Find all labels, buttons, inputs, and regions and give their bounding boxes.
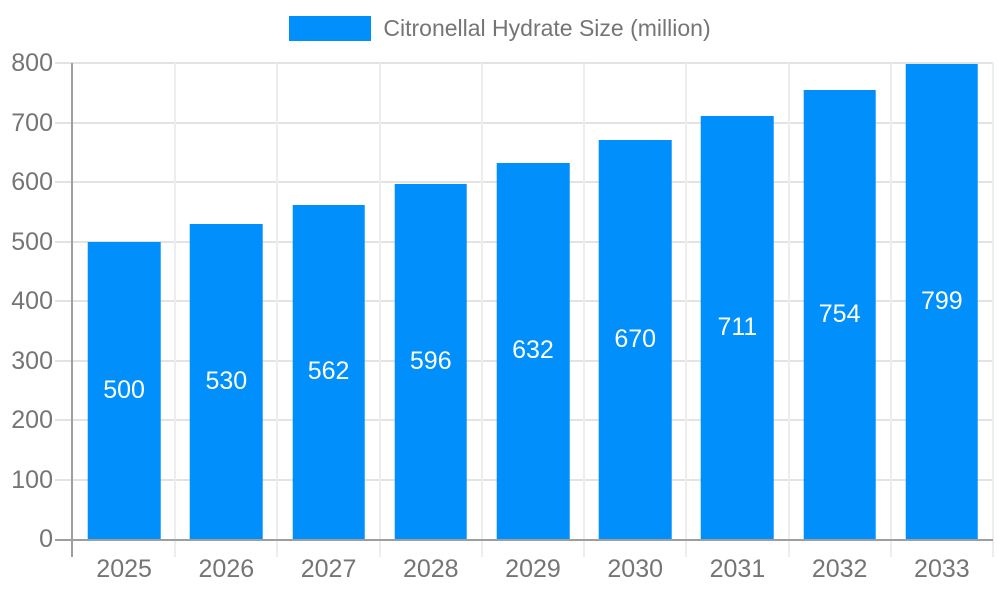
bar: 500 <box>87 241 161 539</box>
y-axis-tick-label: 0 <box>39 525 53 553</box>
legend: Citronellal Hydrate Size (million) <box>0 15 1000 42</box>
gridline-vertical <box>276 63 279 557</box>
bar-value-label: 711 <box>717 312 758 341</box>
bar: 562 <box>292 204 365 539</box>
bar-value-label: 596 <box>409 347 452 376</box>
legend-label: Citronellal Hydrate Size (million) <box>383 15 711 41</box>
y-axis-tick-label: 300 <box>11 346 53 375</box>
gridline-vertical <box>685 63 688 557</box>
y-axis-tick-label: 500 <box>11 227 53 256</box>
bar: 754 <box>803 90 876 539</box>
bar-category-cell: 754 <box>789 63 891 539</box>
plot-area: 500 530 562 596 632 670 711 754 799 <box>55 62 994 557</box>
bar: 596 <box>394 184 468 539</box>
bar: 711 <box>701 115 774 539</box>
gridline-vertical <box>378 63 381 557</box>
bar-value-label: 670 <box>614 325 657 354</box>
y-axis-tick-label: 800 <box>11 49 53 77</box>
bar-value-label: 632 <box>512 336 554 365</box>
bar-category-cell: 632 <box>482 63 584 539</box>
bar-category-cell: 670 <box>584 63 686 539</box>
legend-swatch <box>289 16 372 41</box>
bar-category-cell: 500 <box>73 63 175 539</box>
gridline-vertical <box>992 63 994 557</box>
bar-value-label: 530 <box>205 366 248 395</box>
bar: 530 <box>190 223 263 539</box>
bar-value-label: 754 <box>818 300 861 329</box>
x-axis-tick-label: 2029 <box>505 555 561 583</box>
x-axis-line <box>55 539 993 541</box>
bar-value-label: 799 <box>921 286 963 315</box>
x-axis-tick-label: 2027 <box>300 555 357 583</box>
x-axis-labels: 2025 2026 2027 2028 2029 2030 2031 2032 2033 <box>73 554 993 584</box>
x-axis-tick-label: 2031 <box>709 555 766 583</box>
bar-value-label: 500 <box>103 375 145 404</box>
bar: 799 <box>905 63 979 539</box>
bar-category-cell: 711 <box>686 63 788 539</box>
gridline-horizontal <box>55 62 993 64</box>
y-axis-tick-label: 400 <box>11 287 53 315</box>
y-axis-tick-label: 100 <box>11 465 53 494</box>
x-axis-tick-label: 2025 <box>96 555 152 583</box>
gridline-vertical <box>889 63 892 557</box>
gridline-horizontal <box>55 121 993 124</box>
y-axis-tick-label: 700 <box>11 108 53 137</box>
bar: 632 <box>496 162 570 539</box>
x-axis-tick-label: 2030 <box>607 555 664 583</box>
x-axis-tick-label: 2033 <box>914 555 970 583</box>
gridline-vertical <box>583 63 586 557</box>
bar-category-cell: 562 <box>277 63 379 539</box>
x-axis-tick-label: 2028 <box>402 555 459 583</box>
gridline-vertical <box>174 63 177 557</box>
gridline-vertical <box>480 63 483 557</box>
gridline-vertical <box>787 63 790 557</box>
bar-category-cell: 596 <box>380 63 482 539</box>
y-axis-labels: 0 100 200 300 400 500 600 700 800 <box>0 0 53 600</box>
y-axis-tick-label: 600 <box>11 168 53 196</box>
bar-category-cell: 530 <box>175 63 277 539</box>
bar-category-cell: 799 <box>891 63 993 539</box>
bar: 670 <box>598 140 672 539</box>
x-axis-tick-label: 2032 <box>811 555 868 583</box>
y-axis-line <box>71 63 73 557</box>
x-axis-tick-label: 2026 <box>198 555 255 583</box>
bars-container: 500 530 562 596 632 670 711 754 799 <box>73 63 993 539</box>
bar-value-label: 562 <box>307 357 350 386</box>
y-axis-tick-label: 200 <box>11 406 53 434</box>
